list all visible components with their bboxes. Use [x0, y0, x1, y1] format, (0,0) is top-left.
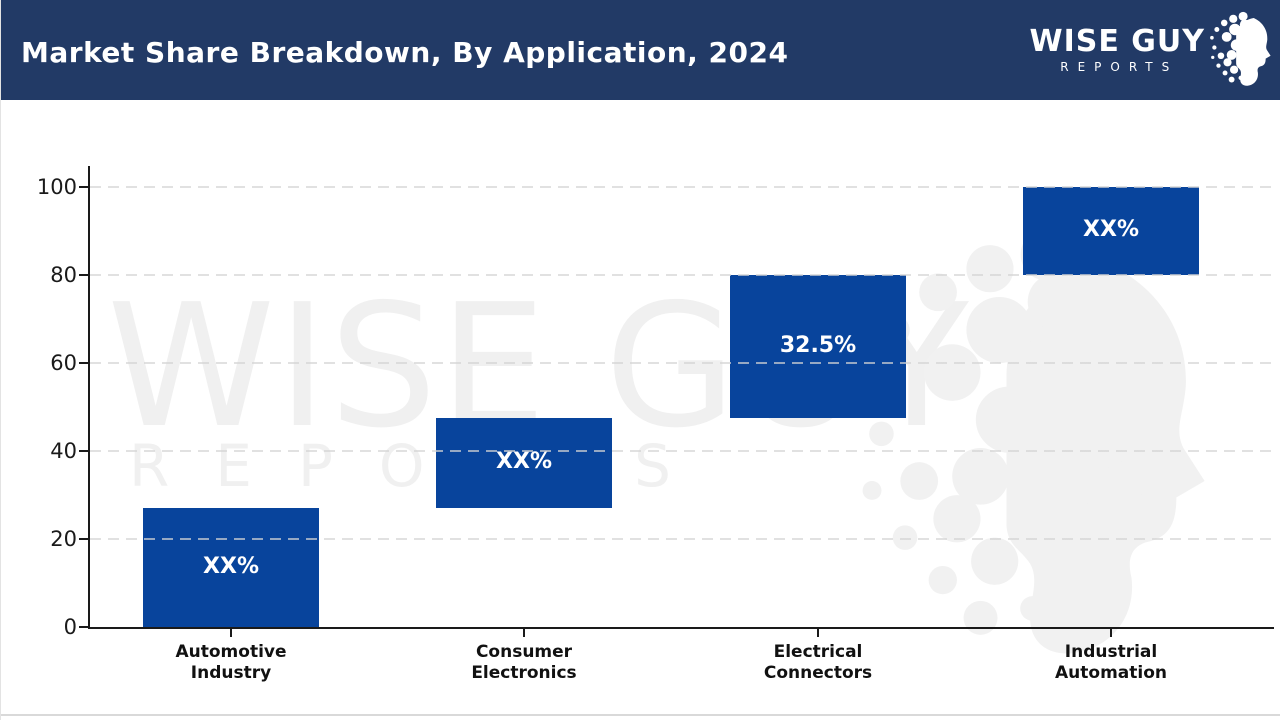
x-tick-mark — [817, 629, 819, 637]
y-tick-mark — [79, 186, 88, 188]
y-gridline — [90, 450, 1274, 452]
brand-name-text: WISE GUY — [1029, 24, 1205, 59]
category-label: Consumer Electronics — [471, 642, 577, 684]
bottom-border-rule — [1, 714, 1280, 716]
y-tick-label: 60 — [50, 351, 77, 375]
brand-wordmark: WISE GUY REPORTS — [1029, 24, 1205, 74]
waterfall-bar — [730, 275, 906, 418]
y-tick-label: 40 — [50, 439, 77, 463]
plot-region: WISE GUY REPORTS 0 20 40 60 80 100 XX% Automoti… — [1, 100, 1280, 720]
y-gridline — [90, 274, 1274, 276]
category-label: Electrical Connectors — [763, 642, 873, 684]
bar-value-label: 32.5% — [779, 332, 857, 358]
y-tick-label: 80 — [50, 263, 77, 287]
y-gridline — [90, 538, 1274, 540]
watermark-subtitle: REPORTS — [129, 432, 717, 500]
y-gridline — [90, 362, 1274, 364]
header-banner: Market Share Breakdown, By Application, … — [1, 0, 1280, 100]
brand-subtitle-text: REPORTS — [1060, 60, 1179, 74]
waterfall-bar — [143, 508, 319, 627]
y-tick-mark — [79, 362, 88, 364]
bar-value-label: XX% — [496, 449, 552, 475]
y-axis-spine — [88, 166, 90, 629]
waterfall-bar — [436, 418, 612, 509]
y-tick-mark — [79, 450, 88, 452]
category-label: Industrial Automation — [1055, 642, 1167, 684]
x-tick-mark — [1110, 629, 1112, 637]
y-tick-label: 20 — [50, 527, 77, 551]
bar-value-label: XX% — [1083, 217, 1139, 242]
y-tick-label: 0 — [63, 615, 77, 639]
x-tick-mark — [523, 629, 525, 637]
y-tick-mark — [79, 626, 88, 628]
y-gridline — [90, 186, 1274, 188]
wiseguy-head-icon — [1207, 9, 1271, 91]
x-tick-mark — [230, 629, 232, 637]
category-label: Automotive Industry — [175, 642, 287, 684]
y-tick-mark — [79, 274, 88, 276]
y-tick-mark — [79, 538, 88, 540]
brand-logo: WISE GUY REPORTS — [1011, 4, 1271, 96]
chart-title: Market Share Breakdown, By Application, … — [21, 36, 789, 69]
bar-value-label: XX% — [203, 553, 259, 579]
x-axis-spine — [88, 627, 1274, 629]
y-tick-label: 100 — [36, 175, 77, 199]
waterfall-bar — [1023, 187, 1199, 275]
